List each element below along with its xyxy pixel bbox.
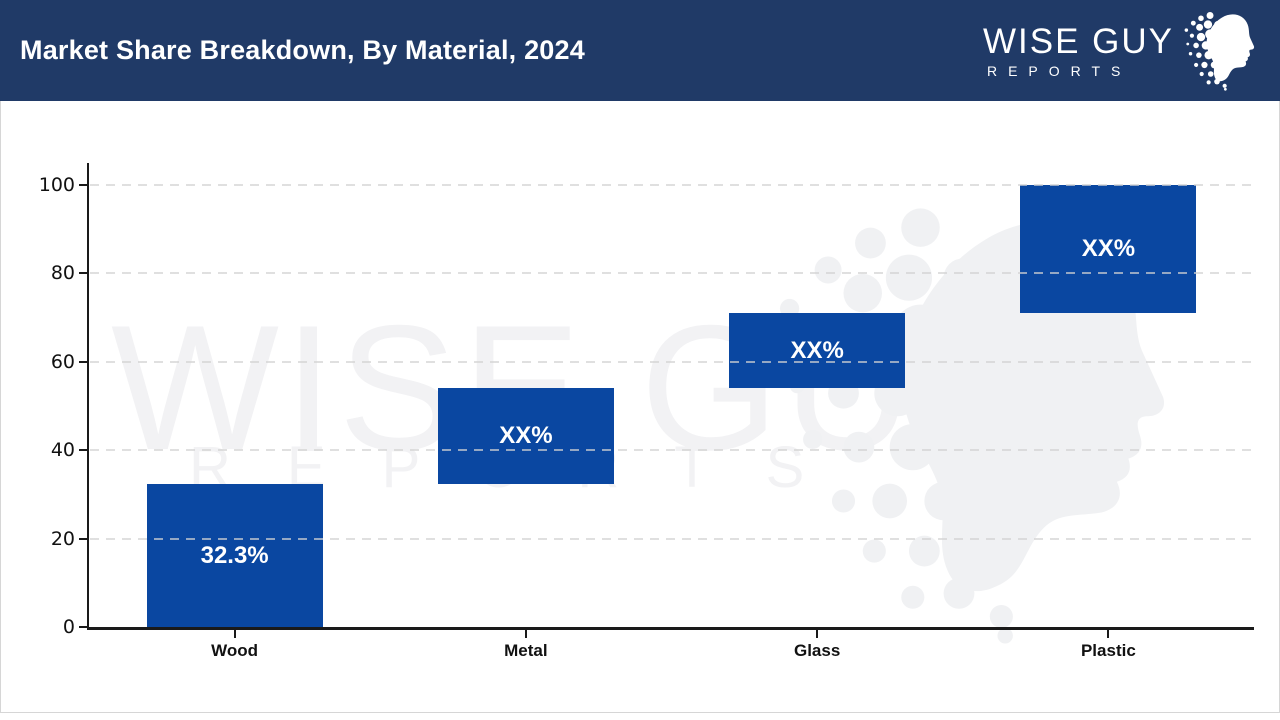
x-axis-tick — [816, 630, 819, 638]
x-axis-label-glass: Glass — [793, 641, 841, 660]
chart-area: WISE GUY REPORTS 32.3%XX%XX%XX% 02040608… — [0, 101, 1280, 713]
x-axis-label-wood: Wood — [211, 641, 259, 660]
y-axis-line — [87, 162, 89, 630]
x-axis-tick — [524, 630, 527, 638]
logo-tagline: REPORTS — [986, 62, 1132, 79]
x-axis-label-plastic: Plastic — [1080, 641, 1136, 660]
y-axis-tick-label: 60 — [50, 350, 75, 373]
y-axis-tick — [79, 626, 87, 628]
x-axis-label-metal: Metal — [504, 641, 548, 660]
x-axis-line — [87, 627, 1254, 630]
wise-guy-logo: WISE GUY REPORTS — [983, 9, 1256, 93]
y-axis-tick-label: 20 — [50, 527, 75, 550]
bar-value-label-metal: XX% — [499, 422, 553, 450]
y-axis-tick — [79, 272, 87, 275]
x-axis-tick — [233, 630, 236, 638]
y-axis-tick-label: 40 — [50, 439, 75, 462]
plot: 32.3% XX% XX% XX% 0 20 40 60 80 100 Wood Metal Glas… — [1, 101, 1279, 712]
y-axis-tick — [79, 449, 87, 452]
logo-text: WISE GUY REPORTS — [983, 24, 1174, 78]
bar-value-label-wood: 32.3% — [200, 541, 269, 569]
chart-title: Market Share Breakdown, By Material, 202… — [20, 35, 585, 65]
y-axis-tick-label: 80 — [50, 262, 75, 285]
axes-layer: 0 20 40 60 80 100 Wood Metal Glass Plastic — [1, 101, 1279, 712]
x-axis-tick — [1107, 630, 1110, 638]
logo-face-icon — [1184, 11, 1255, 91]
bar-metal: XX% — [437, 388, 614, 485]
logo-wordmark: WISE GUY — [982, 21, 1174, 61]
y-axis-tick — [79, 184, 87, 186]
y-axis-tick — [79, 360, 87, 363]
bar-wood: 32.3% — [146, 484, 323, 627]
y-axis-tick-label: 0 — [62, 616, 75, 638]
header: Market Share Breakdown, By Material, 202… — [0, 0, 1280, 101]
y-axis-tick — [79, 537, 87, 540]
y-axis-tick-label: 100 — [38, 174, 75, 196]
